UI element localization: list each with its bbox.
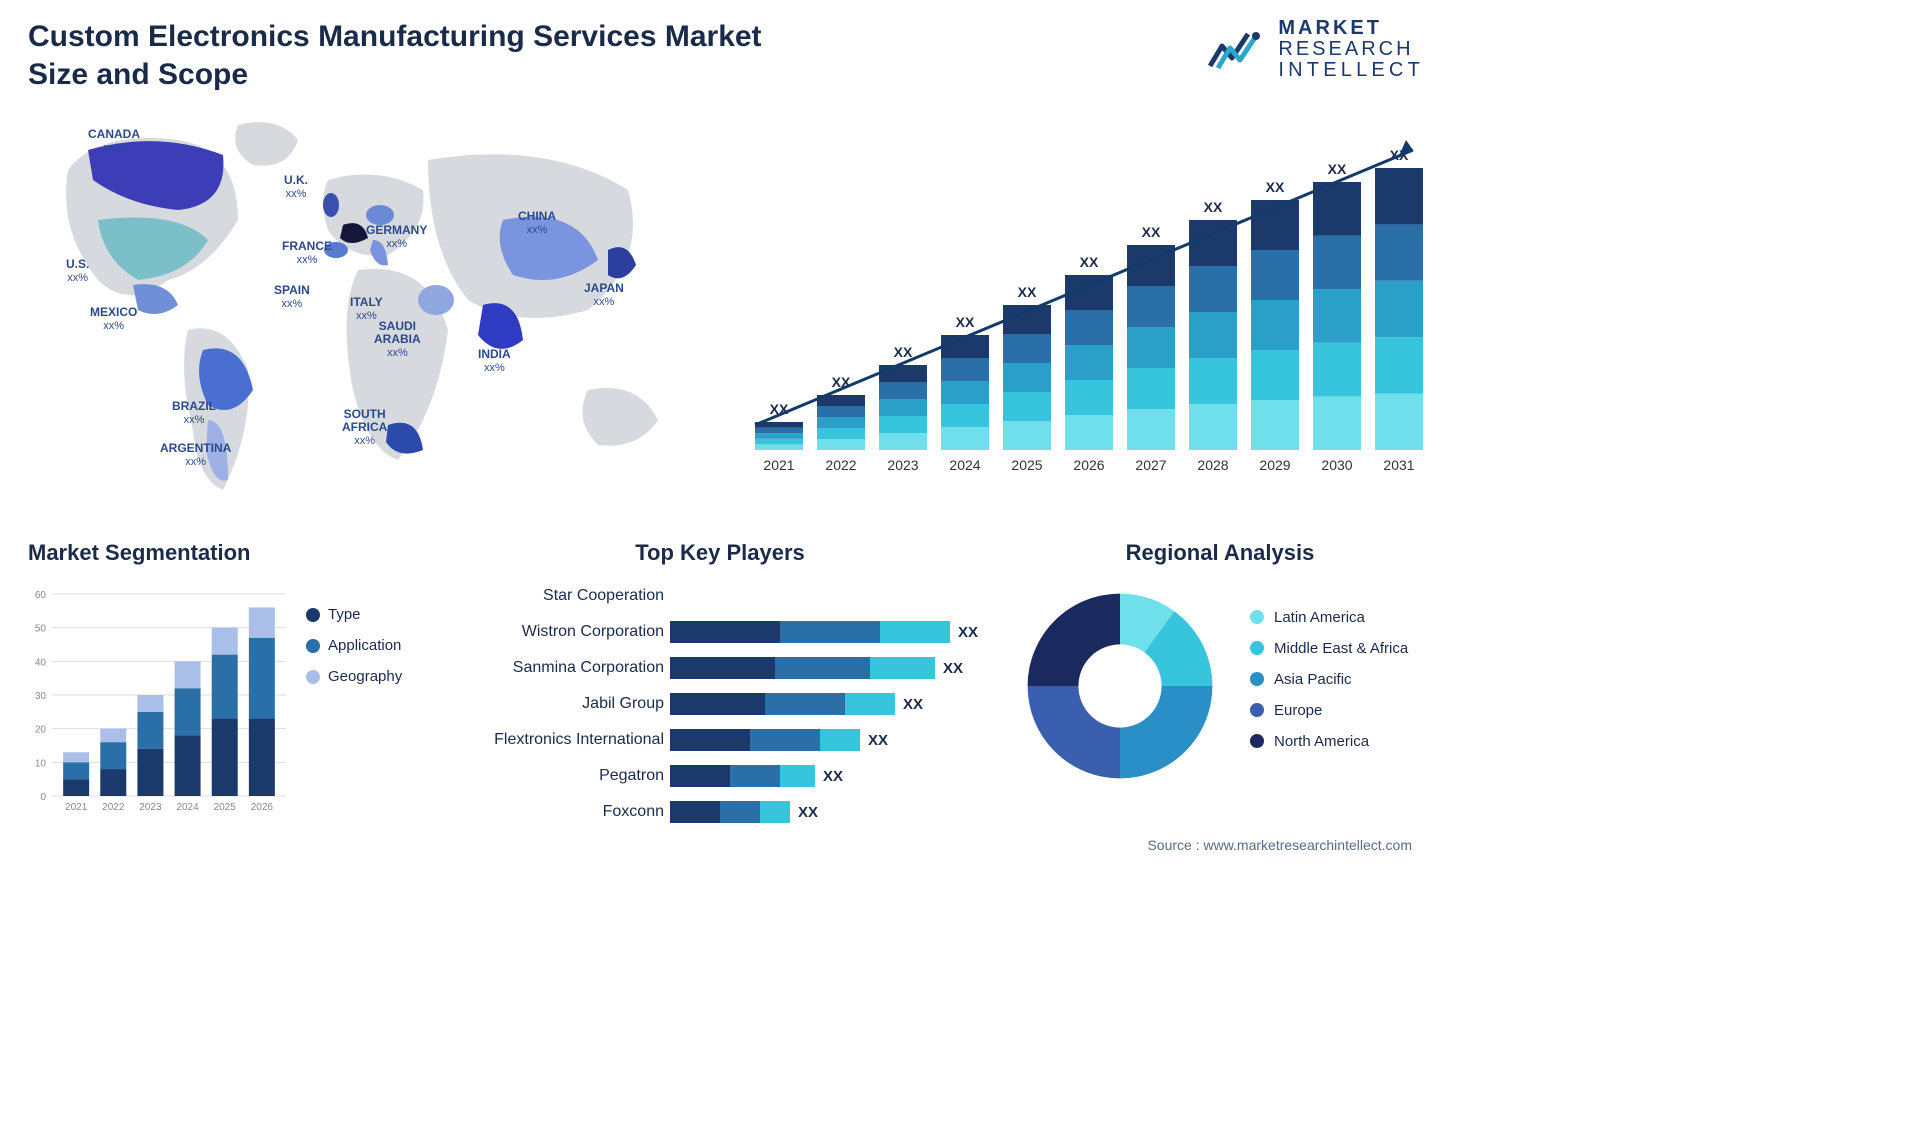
country-label-mexico: MEXICOxx% <box>90 306 137 332</box>
regional-title: Regional Analysis <box>1010 540 1430 566</box>
svg-text:2023: 2023 <box>887 457 918 473</box>
svg-text:2027: 2027 <box>1135 457 1166 473</box>
logo-text-2: RESEARCH <box>1278 39 1424 60</box>
region-legend-item: Asia Pacific <box>1250 671 1430 688</box>
svg-text:2030: 2030 <box>1321 457 1352 473</box>
player-label: Pegatron <box>460 758 670 794</box>
country-label-france: FRANCExx% <box>282 240 332 266</box>
logo-text-1: MARKET <box>1278 18 1424 39</box>
svg-text:2025: 2025 <box>1011 457 1042 473</box>
page-title: Custom Electronics Manufacturing Service… <box>28 18 808 93</box>
player-label: Flextronics International <box>460 722 670 758</box>
svg-text:30: 30 <box>35 691 47 702</box>
player-row: XX <box>670 686 980 722</box>
svg-text:2022: 2022 <box>825 457 856 473</box>
svg-text:2024: 2024 <box>176 802 199 813</box>
seg-legend-geography: Geography <box>306 668 428 685</box>
seg-legend-application: Application <box>306 637 428 654</box>
svg-text:60: 60 <box>35 590 47 601</box>
country-label-italy: ITALYxx% <box>350 296 383 322</box>
player-label: Sanmina Corporation <box>460 650 670 686</box>
segmentation-title: Market Segmentation <box>28 540 428 566</box>
country-label-argentina: ARGENTINAxx% <box>160 442 231 468</box>
player-row: XX <box>670 650 980 686</box>
svg-text:2025: 2025 <box>214 802 237 813</box>
svg-text:XX: XX <box>956 314 975 330</box>
player-labels: Star CooperationWistron CorporationSanmi… <box>460 578 670 830</box>
players-section: Top Key Players Star CooperationWistron … <box>460 540 980 830</box>
svg-text:XX: XX <box>1266 179 1285 195</box>
logo-mark-icon <box>1208 26 1268 74</box>
svg-text:XX: XX <box>1018 284 1037 300</box>
regional-section: Regional Analysis Latin America Middle Ea… <box>1010 540 1430 796</box>
player-label: Wistron Corporation <box>460 614 670 650</box>
country-label-south-africa: SOUTHAFRICAxx% <box>342 408 387 448</box>
segmentation-section: Market Segmentation 0 10 20 30 40 50 60 2021 202… <box>28 540 428 826</box>
country-label-india: INDIAxx% <box>478 348 511 374</box>
player-row: XX <box>670 794 980 830</box>
source-attribution: Source : www.marketresearchintellect.com <box>1147 837 1412 853</box>
svg-text:2031: 2031 <box>1383 457 1414 473</box>
player-label: Foxconn <box>460 794 670 830</box>
svg-text:20: 20 <box>35 725 47 736</box>
svg-text:2029: 2029 <box>1259 457 1290 473</box>
player-bars: XXXXXXXXXXXX <box>670 578 980 830</box>
svg-text:XX: XX <box>1142 224 1161 240</box>
svg-text:2024: 2024 <box>949 457 980 473</box>
country-label-canada: CANADAxx% <box>88 128 140 154</box>
country-label-spain: SPAINxx% <box>274 284 310 310</box>
svg-text:2022: 2022 <box>102 802 125 813</box>
svg-text:10: 10 <box>35 758 47 769</box>
svg-text:40: 40 <box>35 657 47 668</box>
world-map: CANADAxx% U.S.xx%MEXICOxx% BRAZILxx% ARGENT… <box>28 110 708 510</box>
region-legend-item: North America <box>1250 733 1430 750</box>
svg-text:XX: XX <box>1328 161 1347 177</box>
market-growth-chart: XX 2021 XX 2022 XX 2023 XX 2024 XX 2025 XX 2026 XX 20… <box>735 110 1425 480</box>
svg-text:2021: 2021 <box>65 802 88 813</box>
svg-text:XX: XX <box>1080 254 1099 270</box>
seg-legend-type: Type <box>306 606 428 623</box>
country-label-saudi-arabia: SAUDIARABIAxx% <box>374 320 421 360</box>
player-row: XX <box>670 614 980 650</box>
region-legend-item: Middle East & Africa <box>1250 640 1430 657</box>
country-label-brazil: BRAZILxx% <box>172 400 216 426</box>
growth-chart-svg: XX 2021 XX 2022 XX 2023 XX 2024 XX 2025 XX 2026 XX 20… <box>735 110 1425 480</box>
player-row: XX <box>670 758 980 794</box>
region-legend-item: Europe <box>1250 702 1430 719</box>
player-label: Star Cooperation <box>460 578 670 614</box>
country-label-germany: GERMANYxx% <box>366 224 427 250</box>
segmentation-chart: 0 10 20 30 40 50 60 2021 2022 2023 2024 2025 2026 <box>28 576 288 826</box>
players-title: Top Key Players <box>460 540 980 566</box>
segmentation-legend: Type Application Geography <box>288 576 428 826</box>
logo-text-3: INTELLECT <box>1278 60 1424 81</box>
country-label-u-k-: U.K.xx% <box>284 174 308 200</box>
svg-text:2021: 2021 <box>763 457 794 473</box>
brand-logo: MARKET RESEARCH INTELLECT <box>1208 18 1424 81</box>
regional-legend: Latin America Middle East & Africa Asia Pa… <box>1230 609 1430 764</box>
player-row <box>670 578 980 614</box>
svg-text:XX: XX <box>894 344 913 360</box>
regional-donut <box>1010 576 1230 796</box>
svg-text:XX: XX <box>1204 199 1223 215</box>
svg-text:2026: 2026 <box>1073 457 1104 473</box>
svg-text:2028: 2028 <box>1197 457 1228 473</box>
player-row: XX <box>670 722 980 758</box>
region-legend-item: Latin America <box>1250 609 1430 626</box>
country-label-china: CHINAxx% <box>518 210 556 236</box>
svg-text:50: 50 <box>35 624 47 635</box>
player-label: Jabil Group <box>460 686 670 722</box>
country-label-japan: JAPANxx% <box>584 282 624 308</box>
svg-text:0: 0 <box>40 792 46 803</box>
country-label-u-s-: U.S.xx% <box>66 258 89 284</box>
svg-text:2023: 2023 <box>139 802 162 813</box>
svg-text:2026: 2026 <box>251 802 274 813</box>
